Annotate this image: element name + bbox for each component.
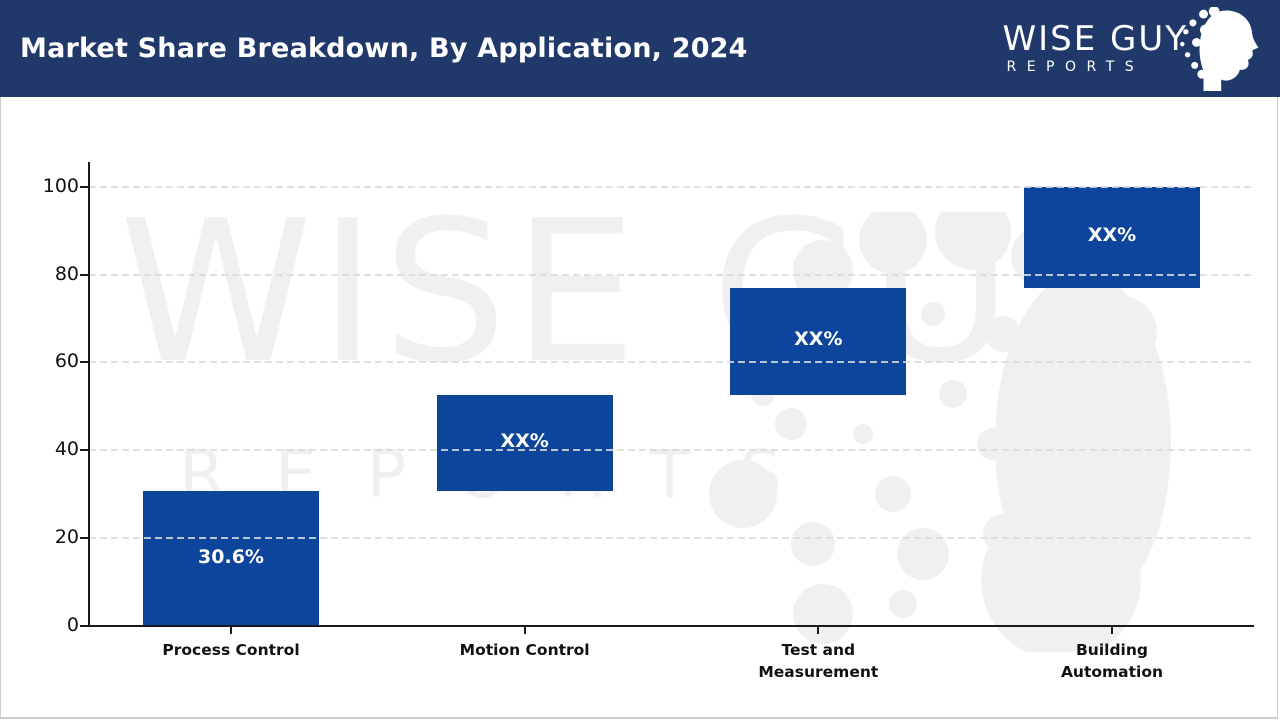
x-category-label: Process Control bbox=[162, 641, 300, 659]
x-category-label: Building Automation bbox=[1060, 641, 1164, 681]
logo-wordmark: WISE GUY bbox=[1002, 19, 1188, 59]
logo-text: WISE GUY REPORTS bbox=[1002, 22, 1188, 75]
y-axis-line bbox=[87, 162, 90, 628]
y-tick-mark bbox=[80, 536, 88, 539]
y-tick-mark bbox=[80, 273, 88, 276]
x-category-label: Test and Measurement bbox=[758, 641, 879, 681]
y-tick-label: 60 bbox=[54, 350, 79, 373]
y-tick-label: 0 bbox=[66, 613, 79, 636]
bar-value-label: XX% bbox=[500, 430, 549, 453]
x-axis-line bbox=[87, 624, 1254, 628]
gridline-100 bbox=[89, 186, 1254, 188]
header-bar: Market Share Breakdown, By Application, … bbox=[0, 0, 1280, 97]
y-tick-label: 20 bbox=[54, 525, 79, 548]
x-tick-mark bbox=[230, 627, 232, 635]
y-tick-mark bbox=[80, 624, 88, 627]
wise-guy-reports-logo: WISE GUY REPORTS bbox=[1002, 6, 1262, 91]
y-tick-mark bbox=[80, 361, 88, 364]
logo-head-icon bbox=[1180, 6, 1259, 91]
x-tick-mark bbox=[817, 627, 820, 635]
gridline-60 bbox=[89, 361, 1254, 364]
watermark-head-icon bbox=[709, 212, 1171, 652]
bar-value-label: XX% bbox=[794, 328, 843, 351]
bar-test-and-measurement bbox=[730, 287, 907, 395]
y-tick-mark bbox=[80, 186, 88, 188]
y-tick-label: 100 bbox=[42, 175, 79, 197]
chart-area: WISE GU REPORTS 30.6%XX%XX%XX%0204060801… bbox=[0, 97, 1278, 719]
gridline-20 bbox=[89, 536, 1254, 539]
bar-value-label: XX% bbox=[1087, 224, 1137, 247]
bar-process-control bbox=[143, 491, 319, 626]
bar-value-label: 30.6% bbox=[198, 545, 264, 568]
x-tick-mark bbox=[523, 627, 526, 635]
y-tick-mark bbox=[80, 449, 88, 452]
y-tick-label: 40 bbox=[54, 438, 79, 461]
y-tick-label: 80 bbox=[54, 262, 79, 285]
gridline-80 bbox=[89, 273, 1254, 276]
gridline-40 bbox=[89, 449, 1254, 452]
bar-motion-control bbox=[436, 394, 613, 492]
x-category-label: Motion Control bbox=[459, 641, 590, 659]
bar-building-automation bbox=[1024, 187, 1200, 288]
logo-subtitle: REPORTS bbox=[1006, 59, 1145, 75]
chart-title: Market Share Breakdown, By Application, … bbox=[20, 33, 748, 64]
plot: 30.6% XX% XX% XX% 0 20 40 60 80 100 Process Contro… bbox=[1, 97, 1277, 717]
x-tick-mark bbox=[1111, 627, 1113, 635]
